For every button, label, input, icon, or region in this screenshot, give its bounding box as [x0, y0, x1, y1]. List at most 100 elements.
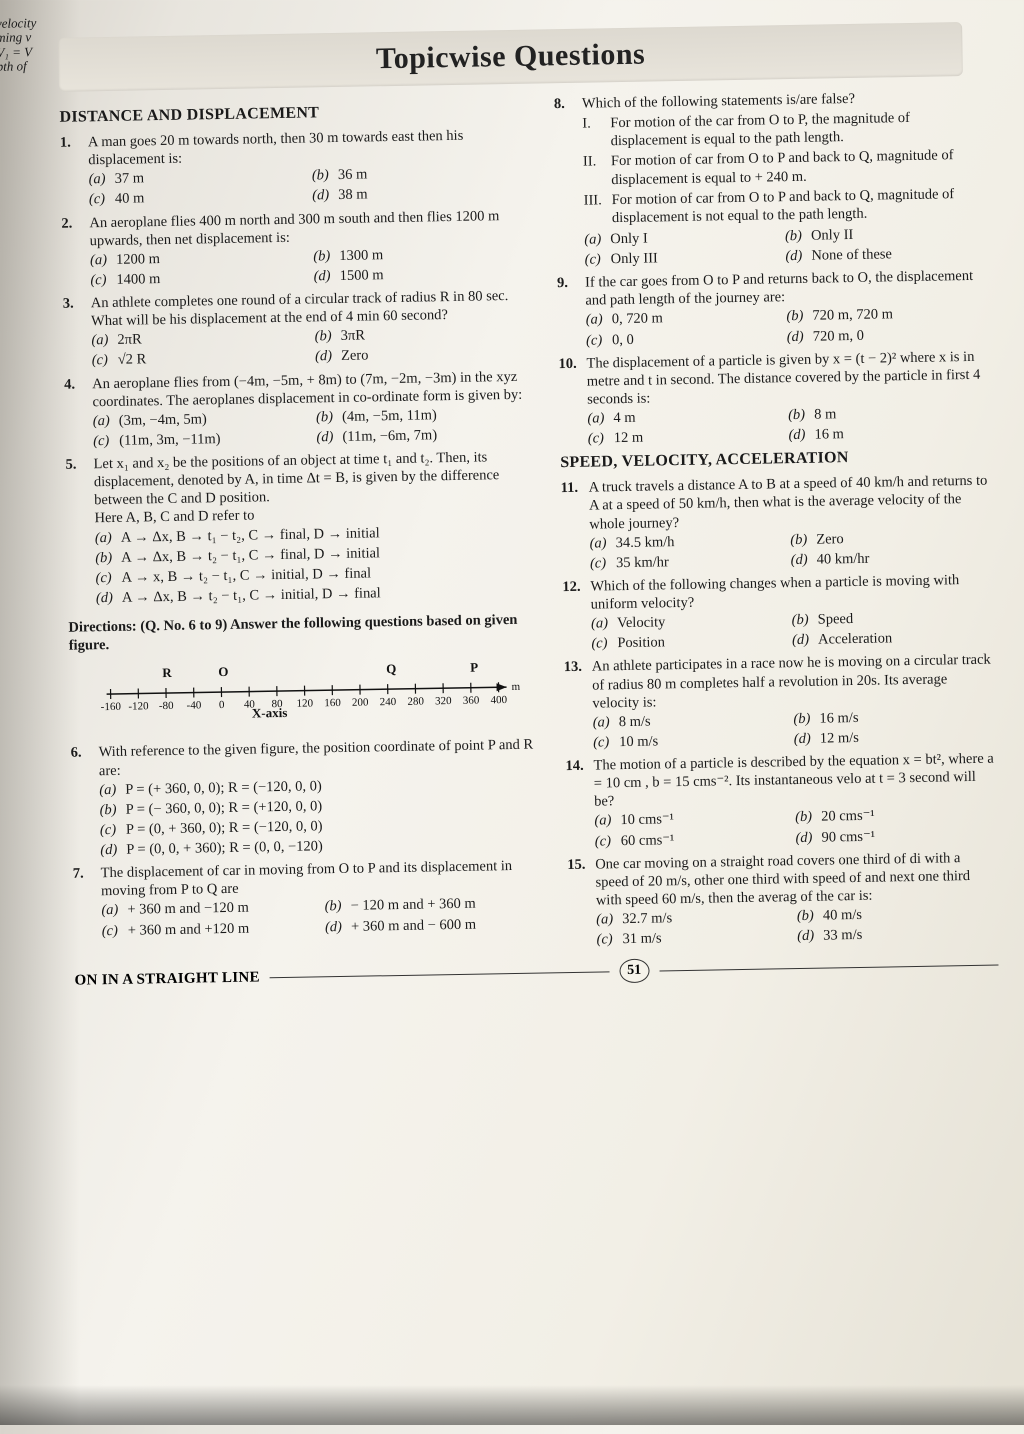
- option-label: (c): [90, 271, 116, 290]
- option-label: (d): [316, 428, 342, 447]
- option-label: (d): [315, 347, 341, 366]
- axis-svg: -160-120-80-4004080120160200240280320360…: [96, 657, 517, 724]
- option-text: P = (+ 360, 0, 0); R = (−120, 0, 0): [125, 777, 322, 799]
- option-text: 720 m, 0: [813, 326, 864, 345]
- option-label: (a): [586, 311, 612, 330]
- question-1: 1. A man goes 20 m towards north, then 3…: [60, 126, 536, 211]
- question-7: 7. The displacement of car in moving fro…: [73, 857, 549, 942]
- option-text: 12 m: [614, 429, 644, 448]
- option-label: (d): [787, 327, 813, 346]
- option-text: Speed: [818, 610, 854, 629]
- statement-label: I.: [582, 114, 611, 151]
- option-list: (a)37 m (b)36 m (c)40 m (d)38 m: [88, 162, 535, 210]
- section-heading: SPEED, VELOCITY, ACCELERATION: [560, 446, 990, 473]
- svg-text:-40: -40: [187, 700, 202, 712]
- question-number: 10.: [558, 354, 588, 449]
- question-12: 12. Which of the following changes when …: [562, 570, 993, 654]
- option-text: 720 m, 720 m: [812, 306, 893, 326]
- option-text: P = (0, 0, + 360); R = (0, 0, −120): [126, 837, 323, 859]
- option-list: (a)A → Δx, B → t₁ − t₂, C → final, D → i…: [95, 520, 543, 608]
- statement-label: II.: [583, 153, 612, 190]
- option-text: − 120 m and + 360 m: [350, 895, 475, 915]
- option-text: 8 m/s: [619, 712, 651, 731]
- question-13: 13. An athlete participates in a race no…: [564, 651, 995, 753]
- svg-text:200: 200: [352, 697, 369, 709]
- svg-text:160: 160: [324, 697, 341, 709]
- option-label: (d): [96, 589, 122, 608]
- footer-rule: [659, 964, 998, 971]
- option-label: (b): [792, 611, 818, 630]
- question-8: 8. Which of the following statements is/…: [554, 88, 986, 271]
- option-label: (b): [316, 408, 342, 427]
- option-label: (c): [590, 554, 616, 573]
- option-text: + 360 m and − 600 m: [351, 915, 476, 935]
- option-list: (a)Velocity (b)Speed (c)Position (d)Acce…: [591, 607, 993, 654]
- option-label: (a): [593, 713, 619, 732]
- page-title: Topicwise Questions: [78, 32, 942, 81]
- margin-scribble: velocity ming v V₁ = V pth of: [0, 8, 45, 82]
- option-text: 1300 m: [339, 246, 383, 265]
- option-list: (a)Only I (b)Only II (c)Only III (d)None…: [584, 223, 986, 270]
- axis-point-R: R: [162, 665, 172, 680]
- option-text: 60 cms⁻¹: [621, 831, 675, 850]
- margin-line: V₁ = V: [0, 44, 32, 60]
- option-text: Only II: [811, 226, 854, 245]
- axis-point-O: O: [218, 664, 228, 679]
- option-label: (c): [93, 432, 119, 451]
- footer-running-head: ON IN A STRAIGHT LINE: [74, 969, 260, 989]
- question-number: 7.: [73, 864, 102, 941]
- option-list: (a)1200 m (b)1300 m (c)1400 m (d)1500 m: [90, 242, 537, 290]
- question-number: 3.: [63, 294, 92, 371]
- option-text: Only III: [611, 249, 658, 268]
- margin-line: velocity: [0, 15, 36, 31]
- option-label: (a): [88, 170, 114, 189]
- option-text: Velocity: [617, 613, 666, 632]
- option-text: 33 m/s: [823, 926, 862, 945]
- option-label: (d): [785, 247, 811, 266]
- option-label: (b): [797, 907, 823, 926]
- option-label: (d): [791, 550, 817, 569]
- question-number: 6.: [70, 744, 100, 861]
- svg-text:-160: -160: [101, 701, 122, 713]
- option-label: (c): [92, 351, 118, 370]
- option-list: (a)8 m/s (b)16 m/s (c)10 m/s (d)12 m/s: [593, 705, 995, 752]
- option-label: (c): [586, 331, 612, 350]
- question-number: 13.: [564, 658, 594, 753]
- option-text: 12 m/s: [820, 729, 859, 748]
- option-label: (d): [313, 267, 339, 286]
- option-list: (a)10 cms⁻¹ (b)20 cms⁻¹ (c)60 cms⁻¹ (d)9…: [594, 804, 996, 851]
- option-list: (a)+ 360 m and −120 m (b)− 120 m and + 3…: [101, 893, 548, 941]
- svg-text:400: 400: [491, 694, 508, 706]
- title-band: Topicwise Questions: [58, 22, 963, 92]
- option-label: (a): [99, 780, 125, 799]
- question-15: 15. One car moving on a straight road co…: [567, 848, 998, 950]
- number-line-figure: -160-120-80-4004080120160200240280320360…: [69, 657, 545, 730]
- question-number: 15.: [567, 855, 597, 950]
- question-number: 5.: [65, 455, 96, 608]
- question-5: 5. Let x₁ and x₂ be the positions of an …: [65, 447, 542, 608]
- statement-text: For motion of car from O to P and back t…: [612, 184, 986, 227]
- axis-point-Q: Q: [386, 661, 396, 676]
- option-label: (b): [786, 307, 812, 326]
- option-label: (d): [795, 828, 821, 847]
- option-list: (a)P = (+ 360, 0, 0); R = (−120, 0, 0) (…: [99, 772, 547, 860]
- option-label: (b): [790, 530, 816, 549]
- svg-text:0: 0: [219, 699, 225, 711]
- svg-text:-120: -120: [129, 701, 150, 713]
- option-text: 34.5 km/h: [615, 533, 674, 552]
- question-4: 4. An aeroplane flies from (−4m, −5m, + …: [64, 367, 540, 452]
- option-label: (a): [594, 811, 620, 830]
- option-label: (c): [102, 921, 128, 940]
- option-list: (a)32.7 m/s (b)40 m/s (c)31 m/s (d)33 m/…: [596, 903, 998, 950]
- option-text: 37 m: [114, 170, 144, 189]
- option-label: (c): [100, 821, 126, 840]
- option-label: (d): [100, 841, 126, 860]
- option-text: 3πR: [341, 327, 366, 346]
- option-label: (a): [95, 528, 121, 547]
- option-label: (b): [312, 166, 338, 185]
- question-2: 2. An aeroplane flies 400 m north and 30…: [61, 206, 537, 291]
- option-text: 0, 720 m: [612, 310, 663, 329]
- question-11: 11. A truck travels a distance A to B at…: [561, 472, 992, 574]
- option-text: Zero: [816, 530, 844, 549]
- margin-line: pth of: [0, 58, 27, 74]
